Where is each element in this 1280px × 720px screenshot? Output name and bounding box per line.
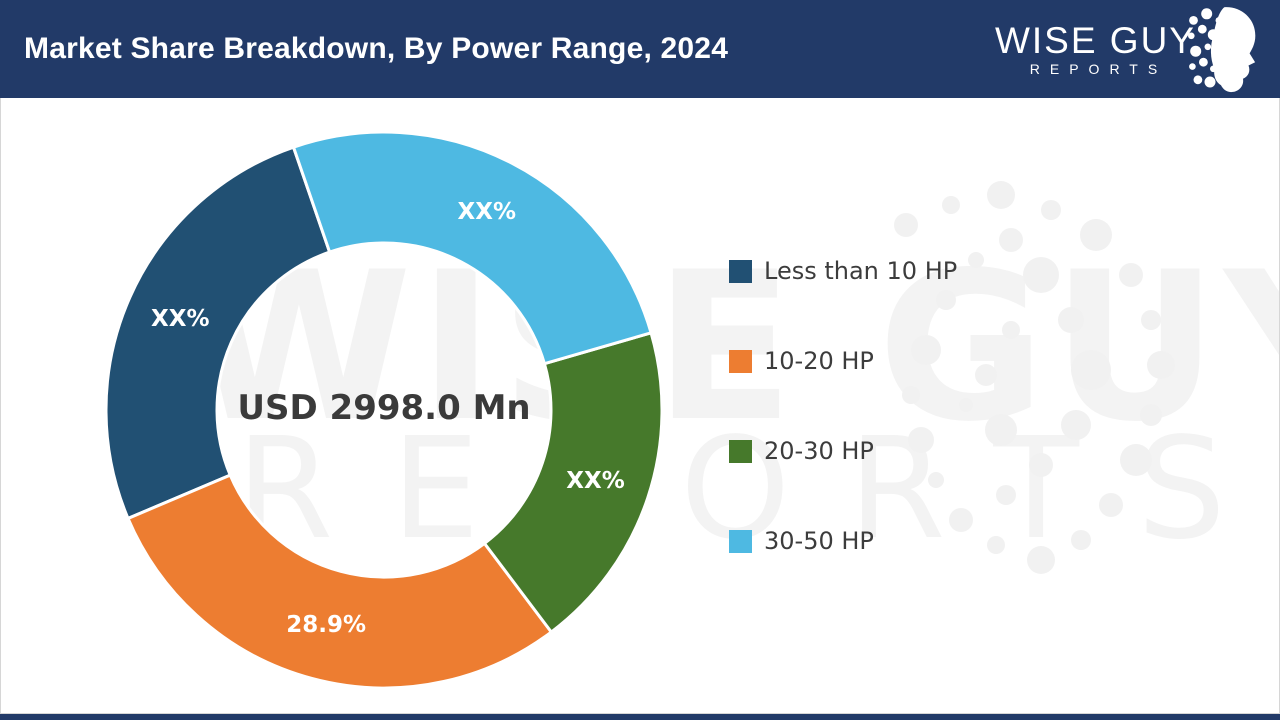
wiseguy-logo-line1: WISE GUY bbox=[994, 20, 1196, 61]
bottom-bar bbox=[0, 714, 1280, 720]
legend: Less than 10 HP 10-20 HP 20-30 HP 30-50 HP bbox=[729, 259, 957, 553]
slice-value-label: XX% bbox=[457, 199, 517, 226]
legend-item-30-50-hp: 30-50 HP bbox=[729, 529, 957, 553]
donut-slice-less-than-10-hp bbox=[104, 145, 332, 521]
legend-label: Less than 10 HP bbox=[764, 257, 958, 285]
legend-swatch bbox=[729, 529, 752, 553]
legend-label: 20-30 HP bbox=[764, 437, 874, 465]
legend-swatch bbox=[729, 439, 752, 463]
donut-slice-30-50-hp bbox=[291, 130, 653, 366]
header: Market Share Breakdown, By Power Range, … bbox=[0, 0, 1280, 98]
legend-item-20-30-hp: 20-30 HP bbox=[729, 439, 957, 463]
wiseguy-logo-text: WISE GUY REPORTS bbox=[995, 22, 1196, 76]
legend-swatch bbox=[729, 259, 752, 283]
slice-value-label: XX% bbox=[566, 467, 625, 494]
slice-value-label: 28.9% bbox=[286, 612, 367, 639]
legend-item-10-20-hp: 10-20 HP bbox=[729, 349, 957, 373]
legend-swatch bbox=[729, 349, 752, 373]
page-title: Market Share Breakdown, By Power Range, … bbox=[24, 32, 729, 65]
wiseguy-logo-line2: REPORTS bbox=[1029, 61, 1168, 77]
donut-slice-10-20-hp bbox=[126, 473, 554, 690]
wiseguy-face-icon bbox=[1188, 7, 1256, 93]
donut-chart bbox=[104, 130, 664, 690]
chart-area: WISE GUY REPORTS bbox=[0, 98, 1280, 714]
wiseguy-logo: WISE GUY REPORTS bbox=[995, 5, 1260, 93]
slice-value-label: XX% bbox=[151, 306, 210, 333]
legend-item-less-than-10-hp: Less than 10 HP bbox=[729, 259, 957, 283]
donut-center-label: USD 2998.0 Mn bbox=[237, 388, 531, 428]
donut-slice-20-30-hp bbox=[482, 330, 664, 635]
legend-label: 10-20 HP bbox=[764, 347, 874, 375]
legend-label: 30-50 HP bbox=[764, 527, 874, 555]
